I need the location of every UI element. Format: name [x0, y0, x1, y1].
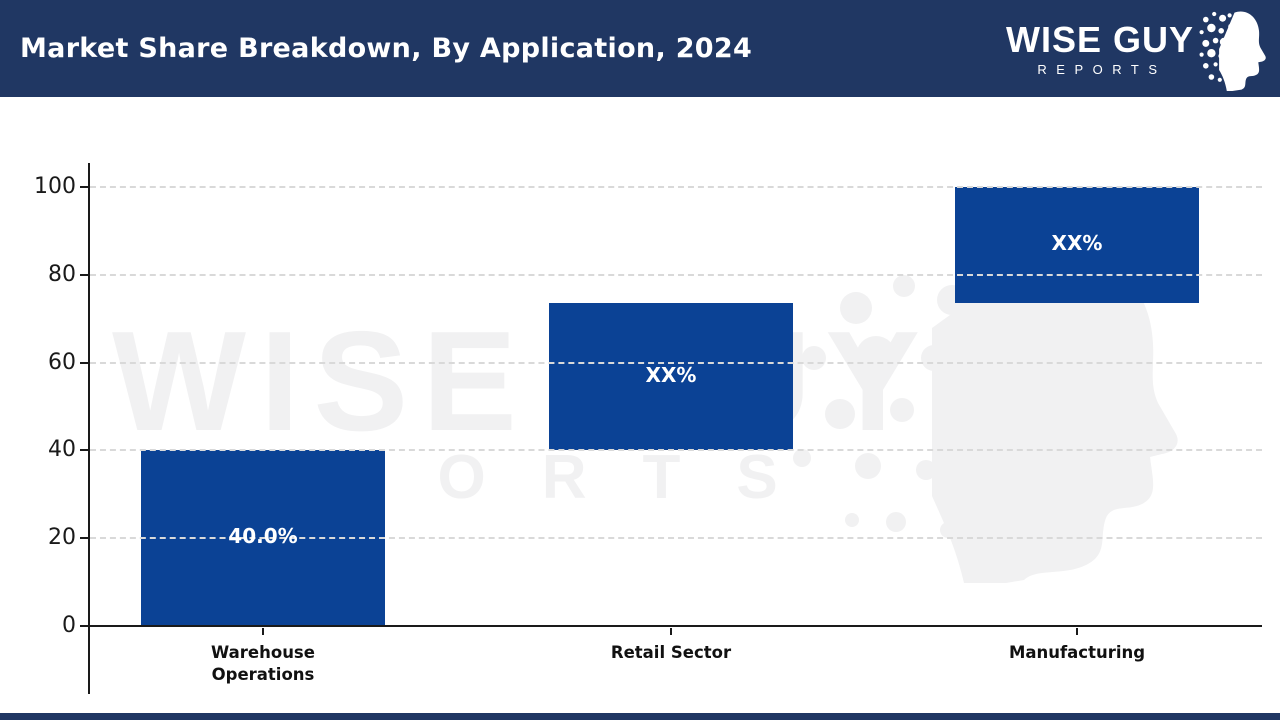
x-axis-tick	[1076, 628, 1078, 635]
y-axis-tick	[80, 361, 89, 364]
plot-area: 0 20 40 60 80 100 40.0% XX% XX% Warehouse Operati…	[0, 97, 1280, 713]
header-bar: Market Share Breakdown, By Application, …	[0, 0, 1280, 97]
logo-text: WISE GUY REPORTS	[1006, 21, 1194, 77]
gridline	[90, 361, 1262, 364]
y-axis-tick-label: 20	[48, 525, 76, 551]
x-axis-category-label: Retail Sector	[610, 643, 732, 662]
y-axis-tick	[80, 537, 89, 540]
bar-retail-sector	[549, 303, 793, 451]
y-axis-tick-label: 0	[62, 613, 76, 638]
y-axis-tick	[80, 449, 89, 452]
logo-wordmark: WISE GUY	[1005, 19, 1194, 61]
bar-value-label: XX%	[645, 362, 697, 387]
gridline	[90, 186, 1262, 188]
bar-value-label: XX%	[1051, 231, 1103, 256]
bar-manufacturing	[955, 187, 1199, 304]
x-axis-category-label: Warehouse Operations	[211, 643, 315, 684]
y-axis-tick-label: 100	[34, 174, 76, 199]
gridline	[90, 273, 1262, 276]
y-axis-tick-label: 40	[48, 437, 76, 463]
x-axis-category-label: Manufacturing	[1008, 643, 1146, 662]
y-axis-tick	[80, 625, 89, 627]
y-axis-tick	[80, 186, 89, 188]
x-axis-line	[88, 625, 1262, 627]
x-axis-tick	[262, 628, 264, 635]
footer-bar	[0, 713, 1280, 720]
logo-subtitle: REPORTS	[1037, 61, 1167, 77]
logo-head-profile-icon	[1199, 11, 1266, 91]
y-axis-tick	[80, 273, 89, 276]
wise-guy-reports-logo: WISE GUY REPORTS	[1006, 6, 1266, 92]
x-axis-tick	[670, 628, 672, 635]
gridline	[90, 537, 1262, 540]
y-axis-line	[88, 163, 90, 694]
gridline	[90, 449, 1262, 452]
bar-value-label: 40.0%	[228, 524, 298, 549]
watermark-head-profile-icon	[793, 253, 1178, 583]
y-axis-tick-label: 60	[48, 349, 76, 375]
chart-title: Market Share Breakdown, By Application, …	[20, 33, 753, 64]
y-axis-tick-label: 80	[48, 261, 76, 287]
